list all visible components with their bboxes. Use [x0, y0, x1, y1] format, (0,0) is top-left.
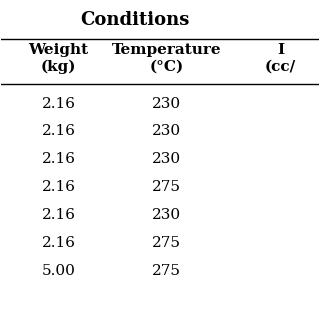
Text: Weight
(kg): Weight (kg)	[28, 43, 89, 74]
Text: 275: 275	[152, 180, 181, 194]
Text: 230: 230	[152, 124, 181, 139]
Text: 2.16: 2.16	[42, 124, 76, 139]
Text: 275: 275	[152, 236, 181, 250]
Text: Conditions: Conditions	[80, 11, 189, 29]
Text: 5.00: 5.00	[42, 264, 76, 278]
Text: 2.16: 2.16	[42, 208, 76, 222]
Text: 230: 230	[152, 97, 181, 110]
Text: 230: 230	[152, 208, 181, 222]
Text: I
(cc/: I (cc/	[265, 44, 296, 74]
Text: 275: 275	[152, 264, 181, 278]
Text: 2.16: 2.16	[42, 180, 76, 194]
Text: 230: 230	[152, 152, 181, 166]
Text: 2.16: 2.16	[42, 152, 76, 166]
Text: Temperature
(°C): Temperature (°C)	[112, 44, 221, 74]
Text: 2.16: 2.16	[42, 97, 76, 110]
Text: 2.16: 2.16	[42, 236, 76, 250]
